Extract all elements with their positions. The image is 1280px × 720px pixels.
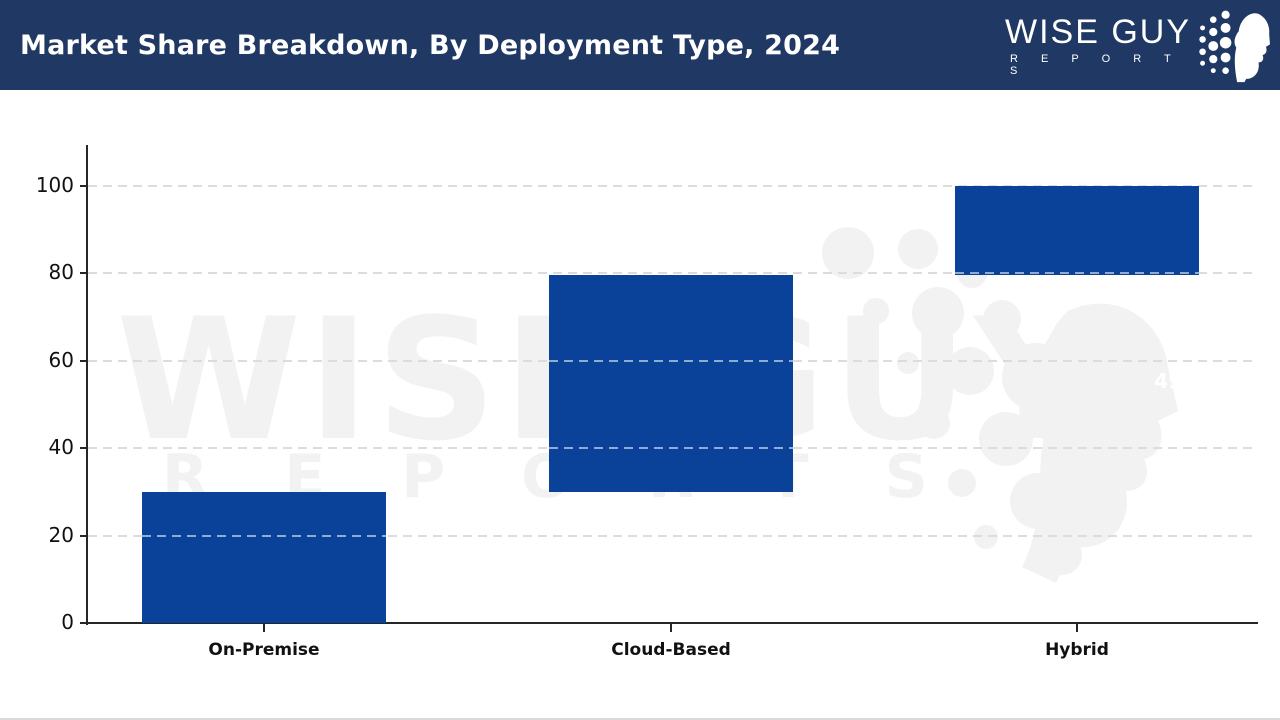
gridline-100 [88,184,1258,187]
logo-wordmark: WISE GUY [1004,12,1192,51]
watermark-face-dots [822,227,1178,583]
x-tick-2 [1076,624,1078,632]
chart-title: Market Share Breakdown, By Deployment Ty… [20,29,841,61]
gridline-over-bar [142,534,386,537]
y-tick-label-20: 20 [48,522,74,547]
bar-value-label: 49.5% [1154,369,1224,394]
footer-divider [0,718,1280,720]
y-tick-label-0: 0 [61,610,74,634]
logo-face-icon [1199,10,1270,83]
y-tick-label-40: 40 [48,435,74,459]
y-tick-40 [80,447,88,449]
bar-chart: 0 20 40 60 80 100 XX% On-Premise 49.5% Cloud-Base… [0,90,1280,710]
bar-cloud-based [549,275,793,492]
logo-text: WISE GUY R E P O R T S [1002,12,1194,78]
y-tick-20 [80,534,88,537]
y-tick-100 [80,184,88,187]
gridline-over-bar [955,272,1199,274]
category-label-1: Cloud-Based [611,640,731,660]
y-tick-label-60: 60 [48,347,74,372]
header-bar: Market Share Breakdown, By Deployment Ty… [0,0,1280,90]
category-label-0: On-Premise [208,640,320,660]
bar-value-label: XX% [756,543,808,568]
bar-on-premise [142,491,386,623]
x-tick-0 [263,624,265,632]
gridline-over-bar [549,447,793,449]
y-tick-0 [80,622,88,624]
y-axis-spine [86,145,88,625]
gridline-20 [88,534,1258,537]
x-axis-spine [86,622,1258,624]
bar-hybrid [955,185,1199,276]
gridline-80 [88,272,1258,274]
x-tick-1 [670,624,672,632]
y-tick-80 [80,272,88,274]
bar-value-label: XX% [955,216,1280,240]
gridline-over-bar [549,359,793,362]
wise-guy-reports-logo: WISE GUY R E P O R T S [1002,4,1270,88]
category-label-2: Hybrid [1045,640,1109,660]
y-tick-label-100: 100 [35,172,74,197]
logo-subtitle: R E P O R T S [1010,53,1181,78]
y-tick-label-80: 80 [48,260,74,284]
y-tick-60 [80,359,88,362]
